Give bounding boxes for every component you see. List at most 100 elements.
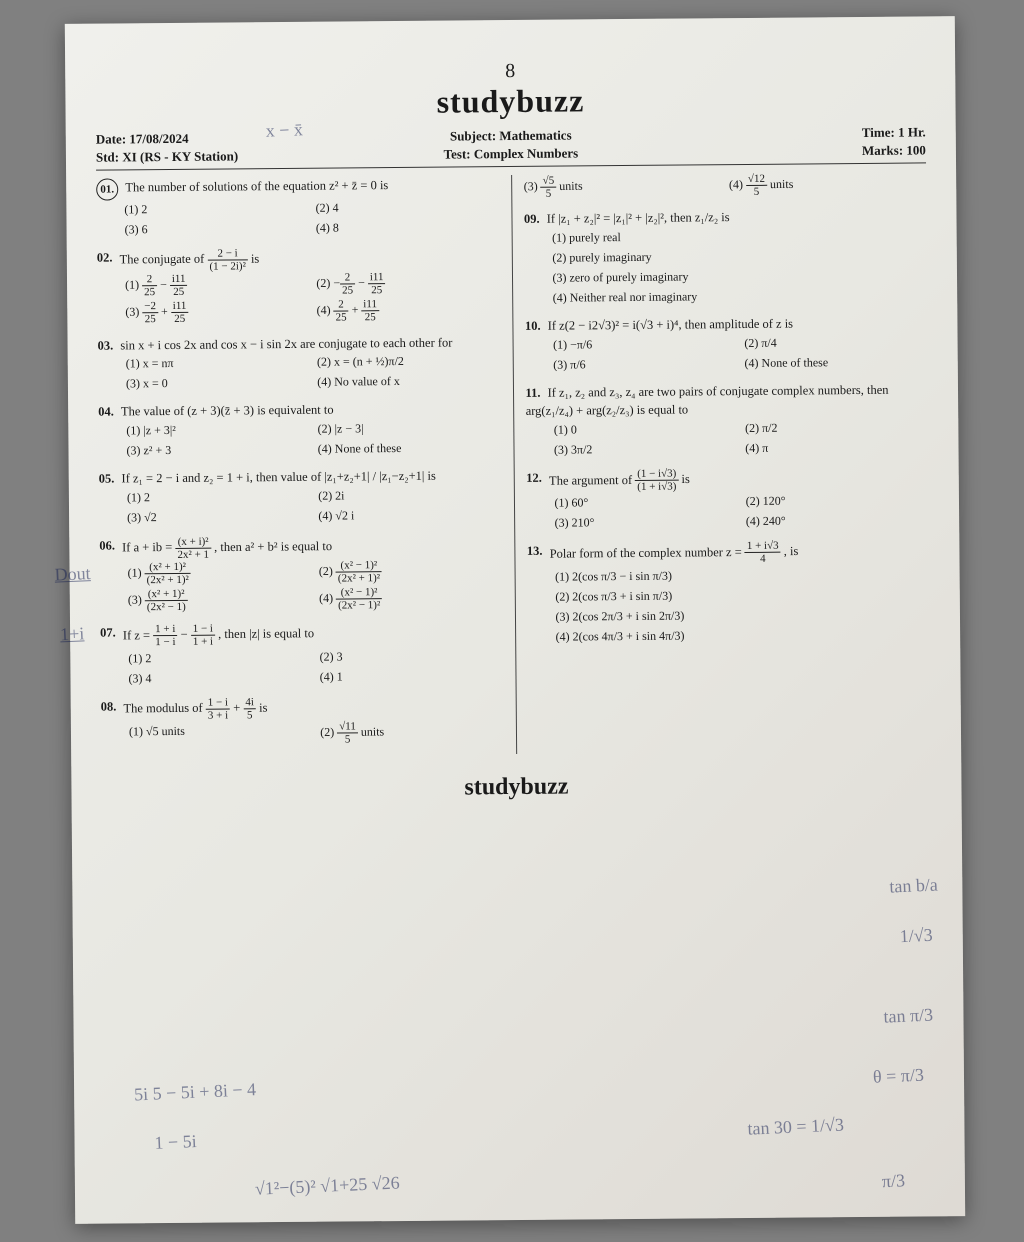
time-label: Time: 1 Hr. xyxy=(652,124,926,142)
q12-o1: (1) 60° xyxy=(554,492,737,512)
opts-2: (1) 225 − i1125 (2) −225 − i1125 (3) −22… xyxy=(125,270,500,326)
test-label: Test: Complex Numbers xyxy=(374,145,648,163)
qnum-10: 10. xyxy=(525,317,541,336)
question-3: 03. sin x + i cos 2x and cos x − i sin 2… xyxy=(98,333,501,393)
q13-o4: (4) 2(cos 4π/3 + i sin 4π/3) xyxy=(556,624,931,645)
qtext-7a: If z = xyxy=(123,628,153,642)
opts-10: (1) −π/6 (2) π/4 (3) π/6 (4) None of the… xyxy=(553,332,928,373)
opts-5: (1) 2 (2) 2i (3) √2 (4) √2 i xyxy=(127,485,502,526)
handwriting-1: x − x̄ xyxy=(265,119,303,142)
handwriting-2: Dout xyxy=(54,563,91,586)
qtext-8b: is xyxy=(259,700,267,714)
question-6: 06. If a + ib = (x + i)²2x² + 1 , then a… xyxy=(99,533,502,614)
qtext-6b: , then a² + b² is equal to xyxy=(214,539,332,554)
q8-o1: (1) √5 units xyxy=(129,721,312,748)
q6-o3: (3) (x² + 1)²(2x² − 1) xyxy=(128,587,311,614)
question-10: 10. If z(2 − i2√3)² = i(√3 + i)⁴, then a… xyxy=(525,313,928,373)
qtext-5: If z₁ = 2 − i and z₂ = 1 + i, then value… xyxy=(121,469,435,486)
opts-12: (1) 60° (2) 120° (3) 210° (4) 240° xyxy=(554,491,929,532)
question-9: 09. If |z₁ + z₂|² = |z₁|² + |z₂|², then … xyxy=(524,207,927,307)
q6-o2: (2) (x² − 1)²(2x² + 1)² xyxy=(319,558,502,585)
qnum-13: 13. xyxy=(527,542,543,561)
handwriting-12: tan π/3 xyxy=(883,1005,933,1028)
qtext-12a: The argument of xyxy=(549,473,635,488)
q10-o1: (1) −π/6 xyxy=(553,334,736,354)
question-1: 01. The number of solutions of the equat… xyxy=(96,175,499,239)
q10-o4: (4) None of these xyxy=(744,352,927,372)
opts-4: (1) |z + 3|² (2) |z − 3| (3) z² + 3 (4) … xyxy=(126,418,501,459)
opts-13: (1) 2(cos π/3 − i sin π/3) (2) 2(cos π/3… xyxy=(555,564,930,645)
q3-o3: (3) x = 0 xyxy=(126,373,309,393)
handwriting-10: tan b/a xyxy=(888,874,937,897)
q2-frac: 2 − i (1 − 2i)² xyxy=(207,247,248,273)
date-label: Date: 17/08/2024 xyxy=(96,129,370,147)
qtext-1: The number of solutions of the equation … xyxy=(125,178,388,194)
opts-8: (1) √5 units (2) √115 units xyxy=(129,719,504,747)
q6-frac: (x + i)²2x² + 1 xyxy=(175,535,211,560)
qnum-8: 08. xyxy=(101,697,117,716)
qnum-7: 07. xyxy=(100,624,116,643)
q3-o1: (1) x = nπ xyxy=(126,353,309,373)
handwriting-11: 1/√3 xyxy=(899,925,933,947)
qnum-9: 09. xyxy=(524,210,540,229)
qnum-1: 01. xyxy=(96,178,118,200)
content-columns: 01. The number of solutions of the equat… xyxy=(96,171,931,757)
q11-o1: (1) 0 xyxy=(554,419,737,439)
qnum-5: 05. xyxy=(99,470,115,489)
q11-o4: (4) π xyxy=(745,438,928,458)
qtext-4: The value of (z + 3)(z̄ + 3) is equivale… xyxy=(121,403,334,419)
qnum-2: 02. xyxy=(97,248,113,267)
q10-o3: (3) π/6 xyxy=(553,354,736,374)
qtext-7b: , then |z| is equal to xyxy=(218,627,314,642)
qtext-2b: is xyxy=(251,252,259,266)
question-5: 05. If z₁ = 2 − i and z₂ = 1 + i, then v… xyxy=(99,466,502,526)
qtext-9: If |z₁ + z₂|² = |z₁|² + |z₂|², then z₁/z… xyxy=(547,210,730,226)
q1-o1: (1) 2 xyxy=(124,199,307,219)
q3-o4: (4) No value of x xyxy=(317,371,500,391)
footer-brand: studybuzz xyxy=(101,770,931,804)
q10-o2: (2) π/4 xyxy=(744,332,927,352)
brand-title: studybuzz xyxy=(95,79,925,123)
q6-o4: (4) (x² − 1)²(2x² − 1)² xyxy=(319,585,502,612)
q4-o3: (3) z² + 3 xyxy=(126,440,309,460)
qnum-6: 06. xyxy=(99,536,115,555)
opts-9: (1) purely real (2) purely imaginary (3)… xyxy=(552,225,927,306)
right-column: (3) √55 units (4) √125 units 09. If |z₁ … xyxy=(524,171,932,753)
opts-7: (1) 2 (2) 3 (3) 4 (4) 1 xyxy=(128,646,503,687)
q7-f2: 1 − i1 + i xyxy=(191,623,215,648)
question-7: 07. If z = 1 + i1 − i − 1 − i1 + i , the… xyxy=(100,620,503,687)
opts-11: (1) 0 (2) π/2 (3) 3π/2 (4) π xyxy=(554,418,929,459)
handwriting-6: √1²−(5)² √1+25 √26 xyxy=(255,1173,401,1200)
q12-o2: (2) 120° xyxy=(746,491,929,511)
question-11: 11. If z₁, z₂ and z₃, z₄ are two pairs o… xyxy=(525,380,928,459)
qtext-11: If z₁, z₂ and z₃, z₄ are two pairs of co… xyxy=(526,382,889,418)
q7-o2: (2) 3 xyxy=(319,646,502,666)
q5-o3: (3) √2 xyxy=(127,507,310,527)
question-13: 13. Polar form of the complex number z =… xyxy=(527,539,930,646)
q1-o2: (2) 4 xyxy=(316,197,499,217)
handwriting-5: 1 − 5i xyxy=(154,1131,197,1154)
opts-1: (1) 2 (2) 4 (3) 6 (4) 8 xyxy=(124,197,499,238)
q13-o2: (2) 2(cos π/3 + i sin π/3) xyxy=(555,584,930,605)
q12-o3: (3) 210° xyxy=(555,512,738,532)
q5-o4: (4) √2 i xyxy=(318,505,501,525)
q9-o3: (3) zero of purely imaginary xyxy=(552,265,927,286)
qnum-3: 03. xyxy=(98,336,114,355)
q13-o1: (1) 2(cos π/3 − i sin π/3) xyxy=(555,564,930,585)
question-4: 04. The value of (z + 3)(z̄ + 3) is equi… xyxy=(98,399,501,459)
q1ext-o3: (3) √55 units xyxy=(524,173,721,200)
q12-o4: (4) 240° xyxy=(746,511,929,531)
q1-o4: (4) 8 xyxy=(316,217,499,237)
qnum-4: 04. xyxy=(98,403,114,422)
q11-o2: (2) π/2 xyxy=(745,418,928,438)
q2-o2: (2) −225 − i1125 xyxy=(316,270,499,297)
q5-o1: (1) 2 xyxy=(127,487,310,507)
q6-o1: (1) (x² + 1)²(2x² + 1)² xyxy=(127,560,310,587)
q8-f1: 1 − i3 + i xyxy=(206,696,230,721)
q7-o3: (3) 4 xyxy=(128,667,311,687)
q2-o4: (4) 225 + i1125 xyxy=(316,297,499,324)
q9-o2: (2) purely imaginary xyxy=(552,245,927,266)
qtext-13a: Polar form of the complex number z = xyxy=(550,545,745,561)
handwriting-4: 5i 5 − 5i + 8i − 4 xyxy=(134,1079,257,1105)
q8-o2: (2) √115 units xyxy=(320,719,503,746)
